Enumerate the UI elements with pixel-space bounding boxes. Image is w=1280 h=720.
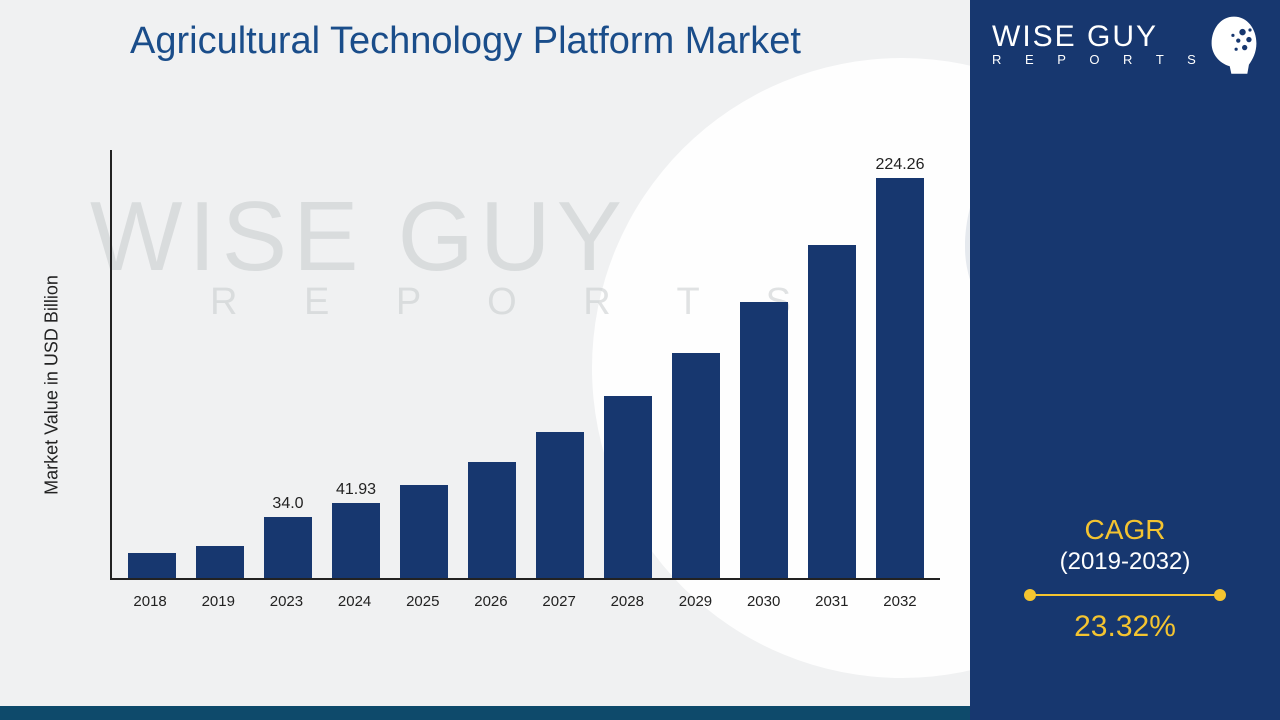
bar-wrap: 34.0 bbox=[254, 150, 322, 578]
cagr-value: 23.32% bbox=[1008, 610, 1242, 644]
x-axis-label: 2027 bbox=[525, 593, 593, 610]
bar-value-label: 34.0 bbox=[272, 495, 303, 513]
x-axis-labels: 2018201920232024202520262027202820292030… bbox=[110, 593, 940, 610]
chart-area: Market Value in USD Billion 34.041.93224… bbox=[60, 150, 940, 620]
bar-wrap: 224.26 bbox=[866, 150, 934, 578]
bar bbox=[876, 178, 925, 578]
x-axis-label: 2028 bbox=[593, 593, 661, 610]
bar-wrap bbox=[186, 150, 254, 578]
bar-wrap bbox=[730, 150, 798, 578]
page-root: WISE GUY R E P O R T S Agricultural Tech… bbox=[0, 0, 1280, 720]
x-axis-label: 2030 bbox=[730, 593, 798, 610]
bar bbox=[672, 353, 721, 578]
cagr-block: CAGR (2019-2032) 23.32% bbox=[1008, 514, 1242, 644]
cagr-divider bbox=[1030, 594, 1220, 596]
bar bbox=[332, 503, 381, 578]
bar-wrap bbox=[526, 150, 594, 578]
bar-wrap bbox=[118, 150, 186, 578]
x-axis-label: 2019 bbox=[184, 593, 252, 610]
x-axis-label: 2025 bbox=[389, 593, 457, 610]
y-axis-label: Market Value in USD Billion bbox=[42, 275, 63, 495]
x-axis-label: 2026 bbox=[457, 593, 525, 610]
bar-wrap bbox=[458, 150, 526, 578]
x-axis-label: 2023 bbox=[252, 593, 320, 610]
bars-container: 34.0 41.93 224.26 bbox=[112, 150, 940, 578]
x-axis-label: 2024 bbox=[321, 593, 389, 610]
x-axis-label: 2029 bbox=[661, 593, 729, 610]
bar bbox=[604, 396, 653, 578]
cagr-period: (2019-2032) bbox=[1008, 548, 1242, 576]
bar bbox=[196, 546, 245, 578]
bar bbox=[128, 553, 177, 578]
bar bbox=[468, 462, 517, 578]
bar-wrap: 41.93 bbox=[322, 150, 390, 578]
chart-title: Agricultural Technology Platform Market bbox=[130, 20, 830, 64]
bar-value-label: 41.93 bbox=[336, 481, 376, 499]
x-axis-label: 2031 bbox=[798, 593, 866, 610]
bar bbox=[808, 245, 857, 578]
bar bbox=[400, 485, 449, 578]
bar-wrap bbox=[390, 150, 458, 578]
logo-head-icon bbox=[1202, 14, 1266, 78]
plot-region: 34.0 41.93 224.26 bbox=[110, 150, 940, 580]
bar bbox=[264, 517, 313, 578]
x-axis-label: 2018 bbox=[116, 593, 184, 610]
bar bbox=[740, 302, 789, 578]
bar-wrap bbox=[798, 150, 866, 578]
bar-wrap bbox=[662, 150, 730, 578]
bottom-accent-bar bbox=[0, 706, 970, 720]
bar-wrap bbox=[594, 150, 662, 578]
x-axis-label: 2032 bbox=[866, 593, 934, 610]
bar-value-label: 224.26 bbox=[876, 156, 925, 174]
bar bbox=[536, 432, 585, 578]
cagr-label: CAGR bbox=[1008, 514, 1242, 546]
